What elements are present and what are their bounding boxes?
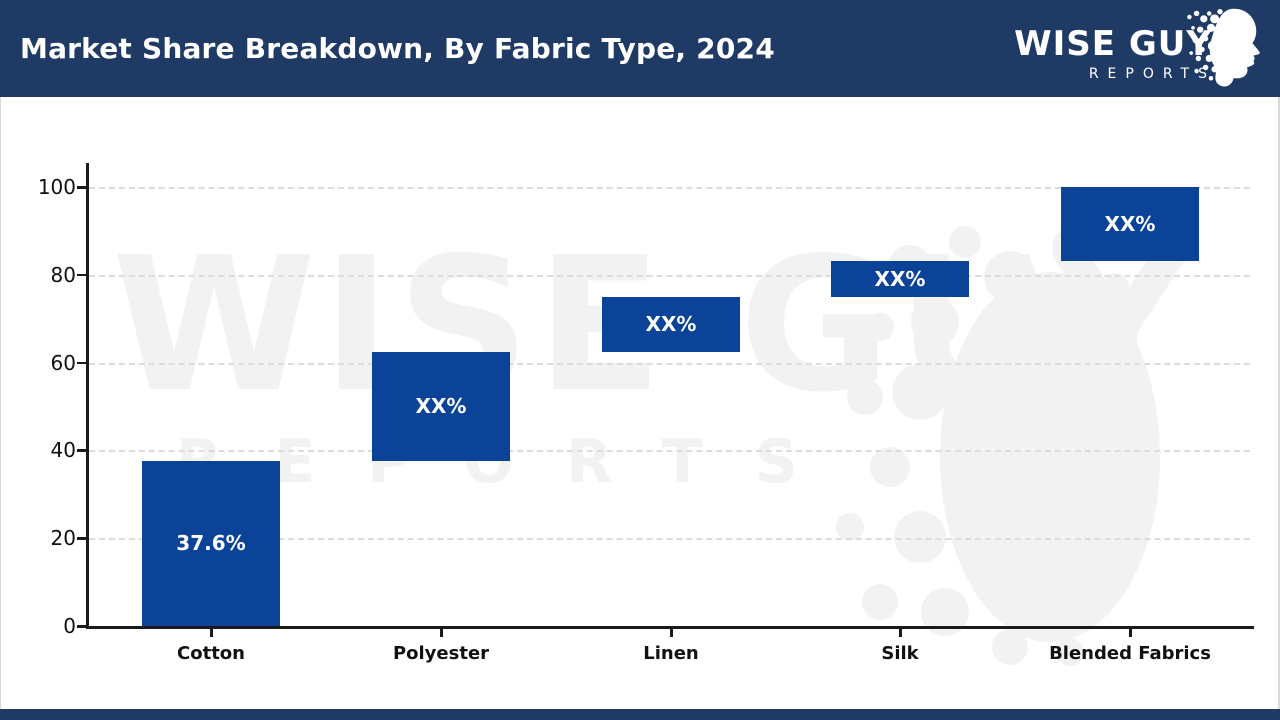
bar-segment: XX%: [372, 352, 510, 461]
footer-bar: [0, 709, 1280, 720]
y-axis-tick-label: 20: [50, 526, 76, 551]
x-axis-tick: [1129, 628, 1132, 637]
y-axis-tick-label: 80: [50, 262, 76, 287]
x-axis-tick: [670, 628, 673, 637]
chart-area: WISE GUY REPORTS 0 20 40 60 80 100 37.6% Cotton…: [0, 97, 1280, 709]
x-axis-tick: [899, 628, 902, 637]
gridline: [89, 274, 1250, 277]
bar-segment: XX%: [831, 260, 969, 297]
y-axis-tick-label: 40: [50, 438, 76, 463]
x-axis-line: [86, 626, 1254, 629]
wiseguy-logo: WISE GUY REPORTS: [980, 0, 1280, 97]
y-axis-tick-label: 0: [63, 614, 76, 638]
x-axis-tick: [210, 628, 213, 637]
x-axis-label: Linen: [643, 643, 699, 664]
y-axis-line: [86, 163, 89, 629]
page-title: Market Share Breakdown, By Fabric Type, …: [20, 32, 775, 65]
bar-value-label: XX%: [645, 312, 697, 337]
x-axis-label: Blended Fabrics: [1049, 643, 1211, 664]
gridline: [89, 450, 1250, 453]
bar-segment: XX%: [602, 296, 740, 353]
y-axis-tick: [77, 625, 86, 628]
gridline: [89, 362, 1250, 365]
bar-segment: 37.6%: [142, 460, 280, 626]
gridline: [89, 538, 1250, 541]
y-axis-tick-label: 60: [50, 350, 76, 375]
right-border: [1278, 97, 1280, 720]
y-axis-tick: [77, 449, 86, 452]
header-bar: Market Share Breakdown, By Fabric Type, …: [0, 0, 1280, 97]
bar-value-label: 37.6%: [176, 531, 246, 556]
x-axis-label: Polyester: [392, 643, 490, 664]
watermark-head-icon: [836, 226, 1160, 666]
x-axis-label: Silk: [881, 643, 919, 664]
x-axis-label: Cotton: [177, 643, 245, 664]
gridline: [89, 187, 1250, 189]
bar-value-label: XX%: [415, 394, 467, 419]
bar-value-label: XX%: [874, 266, 926, 291]
y-axis-tick: [77, 537, 86, 540]
y-axis-tick: [77, 186, 86, 189]
bar-segment: XX%: [1061, 187, 1199, 261]
y-axis-tick-label: 100: [37, 175, 76, 199]
bar-value-label: XX%: [1104, 211, 1156, 236]
x-axis-tick: [440, 628, 443, 637]
logo-subtext: REPORTS: [1088, 66, 1216, 82]
y-axis-tick: [77, 361, 86, 365]
left-border: [0, 97, 1, 720]
wiseguy-head-icon: [1187, 8, 1260, 87]
logo-wordmark: WISE GUY: [1014, 24, 1212, 64]
y-axis-tick: [77, 273, 86, 277]
